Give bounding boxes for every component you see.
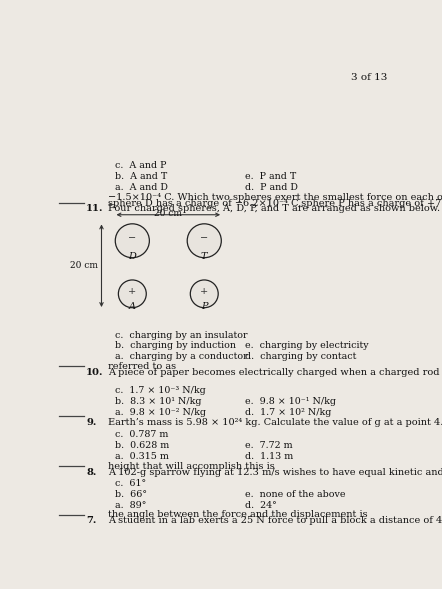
Text: sphere D has a charge of −6.2×10⁻⁴ C,sphere P has a charge of +7.5×10⁻⁴ C, and s: sphere D has a charge of −6.2×10⁻⁴ C,sph… [108,198,442,207]
Text: b.  8.3 × 10¹ N/kg: b. 8.3 × 10¹ N/kg [115,397,202,406]
Text: +: + [200,287,208,296]
Text: c.  1.7 × 10⁻³ N/kg: c. 1.7 × 10⁻³ N/kg [115,386,206,395]
Text: c.  charging by an insulator: c. charging by an insulator [115,330,248,339]
Text: e.  charging by electricity: e. charging by electricity [245,342,369,350]
Text: 20 cm: 20 cm [70,262,98,270]
Text: A: A [129,302,136,312]
Text: e.  none of the above: e. none of the above [245,489,346,499]
Text: a.  charging by a conductor: a. charging by a conductor [115,352,248,361]
Text: 9.: 9. [86,418,96,426]
Text: 20 cm: 20 cm [154,209,182,219]
Text: height that will accomplish this is: height that will accomplish this is [108,462,275,471]
Text: a.  9.8 × 10⁻² N/kg: a. 9.8 × 10⁻² N/kg [115,408,206,417]
Text: 10.: 10. [86,368,103,377]
Text: −: − [200,234,208,243]
Text: d.  P and D: d. P and D [245,183,298,192]
Text: −1.5×10⁻⁴ C. Which two spheres exert the smallest force on each other?: −1.5×10⁻⁴ C. Which two spheres exert the… [108,193,442,201]
Ellipse shape [191,280,218,307]
Text: b.  charging by induction: b. charging by induction [115,342,236,350]
Ellipse shape [115,224,149,258]
Text: Four charged spheres, A, D, P, and T are arranged as shown below. Sphere A has a: Four charged spheres, A, D, P, and T are… [108,204,442,213]
Text: c.  0.787 m: c. 0.787 m [115,431,168,439]
Text: e.  7.72 m: e. 7.72 m [245,441,293,450]
Text: A student in a lab exerts a 25 N force to pull a block a distance of 48 cm. If a: A student in a lab exerts a 25 N force t… [108,516,442,525]
Text: b.  0.628 m: b. 0.628 m [115,441,169,450]
Ellipse shape [118,280,146,307]
Text: 7.: 7. [86,516,96,525]
Ellipse shape [187,224,221,258]
Text: Earth’s mass is 5.98 × 10²⁴ kg. Calculate the value of g at a point 4.8 × 10⁵ km: Earth’s mass is 5.98 × 10²⁴ kg. Calculat… [108,418,442,426]
Text: −: − [128,234,137,243]
Text: the angle between the force and the displacement is: the angle between the force and the disp… [108,510,368,519]
Text: d.  1.7 × 10² N/kg: d. 1.7 × 10² N/kg [245,408,332,417]
Text: D: D [128,252,136,262]
Text: c.  61°: c. 61° [115,479,146,488]
Text: A piece of paper becomes electrically charged when a charged rod of plastic is p: A piece of paper becomes electrically ch… [108,368,442,377]
Text: P: P [201,302,207,312]
Text: d.  1.13 m: d. 1.13 m [245,452,293,461]
Text: c.  A and P: c. A and P [115,161,167,170]
Text: e.  9.8 × 10⁻¹ N/kg: e. 9.8 × 10⁻¹ N/kg [245,397,336,406]
Text: +: + [128,287,137,296]
Text: b.  A and T: b. A and T [115,172,168,181]
Text: e.  P and T: e. P and T [245,172,297,181]
Text: a.  0.315 m: a. 0.315 m [115,452,169,461]
Text: b.  66°: b. 66° [115,489,147,499]
Text: referred to as: referred to as [108,362,176,371]
Text: 3 of 13: 3 of 13 [351,73,388,82]
Text: A 102-g sparrow flying at 12.3 m/s wishes to have equal kinetic and gravitationa: A 102-g sparrow flying at 12.3 m/s wishe… [108,468,442,477]
Text: 11.: 11. [86,204,103,213]
Text: a.  89°: a. 89° [115,501,147,509]
Text: d.  24°: d. 24° [245,501,277,509]
Text: d.  charging by contact: d. charging by contact [245,352,357,361]
Text: a.  A and D: a. A and D [115,183,168,192]
Text: T: T [201,252,207,262]
Text: 8.: 8. [86,468,96,477]
